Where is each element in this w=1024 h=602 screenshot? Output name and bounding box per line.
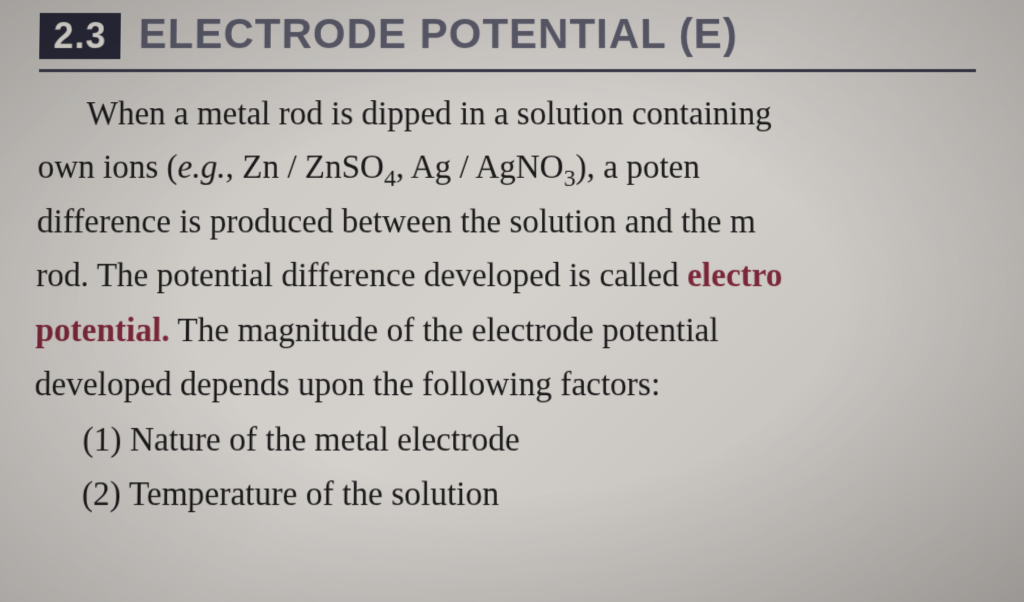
textbook-page: 2.3 ELECTRODE POTENTIAL (E) When a metal… [0, 0, 1024, 542]
text-line-1: When a metal rod is dipped in a solution… [86, 96, 771, 132]
body-paragraph: When a metal rod is dipped in a solution… [34, 88, 999, 413]
text-line-4a: rod. The potential difference developed … [36, 258, 687, 295]
text-line-5a: The magnitude of the electrode potential [169, 312, 718, 349]
highlight-electro: electro [687, 258, 783, 295]
list-item-1: (1) Nature of the metal electrode [82, 413, 1000, 467]
subscript-1: 4 [384, 166, 396, 192]
text-line-2c: , Ag / AgNO [396, 150, 564, 186]
text-line-2d: ), a poten [576, 150, 700, 186]
text-line-2a: own ions ( [37, 150, 177, 186]
section-header: 2.3 ELECTRODE POTENTIAL (E) [39, 10, 995, 59]
highlight-potential: potential. [35, 312, 170, 349]
text-line-2b: , Zn / ZnSO [225, 150, 384, 186]
section-underline [39, 69, 976, 72]
section-title: ELECTRODE POTENTIAL (E) [138, 10, 738, 58]
section-number-badge: 2.3 [39, 13, 121, 59]
text-eg: e.g. [178, 150, 226, 186]
text-line-3: difference is produced between the solut… [37, 204, 756, 240]
text-line-6: developed depends upon the following fac… [34, 367, 660, 404]
subscript-2: 3 [564, 166, 576, 192]
list-item-2: (2) Temperature of the solution [82, 468, 1002, 522]
